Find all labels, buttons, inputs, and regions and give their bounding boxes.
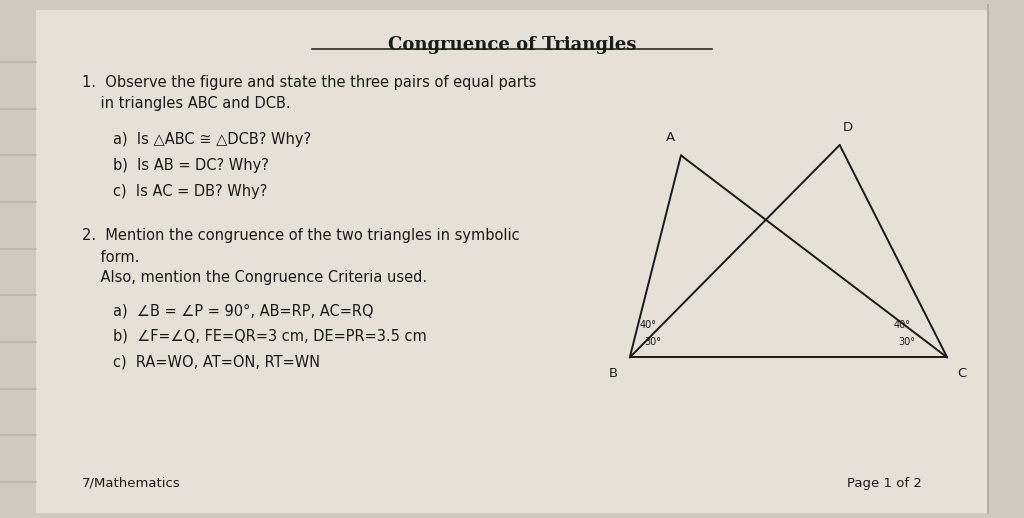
Text: b)  Is AB = DC? Why?: b) Is AB = DC? Why?: [113, 158, 268, 173]
Text: 30°: 30°: [644, 337, 662, 347]
Text: B: B: [609, 367, 617, 380]
Text: C: C: [956, 367, 967, 380]
Text: a)  ∠B = ∠P = 90°, AB=RP, AC=RQ: a) ∠B = ∠P = 90°, AB=RP, AC=RQ: [113, 303, 374, 318]
Text: form.: form.: [82, 250, 139, 265]
Text: 30°: 30°: [898, 337, 915, 347]
Text: c)  RA=WO, AT=ON, RT=WN: c) RA=WO, AT=ON, RT=WN: [113, 355, 319, 370]
Text: D: D: [843, 121, 853, 134]
Text: 7/Mathematics: 7/Mathematics: [82, 477, 180, 490]
Text: 2.  Mention the congruence of the two triangles in symbolic: 2. Mention the congruence of the two tri…: [82, 228, 519, 243]
Text: 1.  Observe the figure and state the three pairs of equal parts: 1. Observe the figure and state the thre…: [82, 75, 537, 90]
Text: Also, mention the Congruence Criteria used.: Also, mention the Congruence Criteria us…: [82, 270, 427, 285]
FancyBboxPatch shape: [36, 10, 988, 513]
Text: a)  Is △ABC ≅ △DCB? Why?: a) Is △ABC ≅ △DCB? Why?: [113, 132, 310, 147]
Text: c)  Is AC = DB? Why?: c) Is AC = DB? Why?: [113, 184, 267, 199]
Text: A: A: [667, 131, 675, 144]
Text: 40°: 40°: [894, 320, 911, 330]
Text: b)  ∠F=∠Q, FE=QR=3 cm, DE=PR=3.5 cm: b) ∠F=∠Q, FE=QR=3 cm, DE=PR=3.5 cm: [113, 329, 426, 344]
Text: in triangles ABC and DCB.: in triangles ABC and DCB.: [82, 96, 291, 111]
Text: Page 1 of 2: Page 1 of 2: [847, 477, 922, 490]
Text: 40°: 40°: [640, 320, 657, 330]
Text: Congruence of Triangles: Congruence of Triangles: [388, 36, 636, 54]
